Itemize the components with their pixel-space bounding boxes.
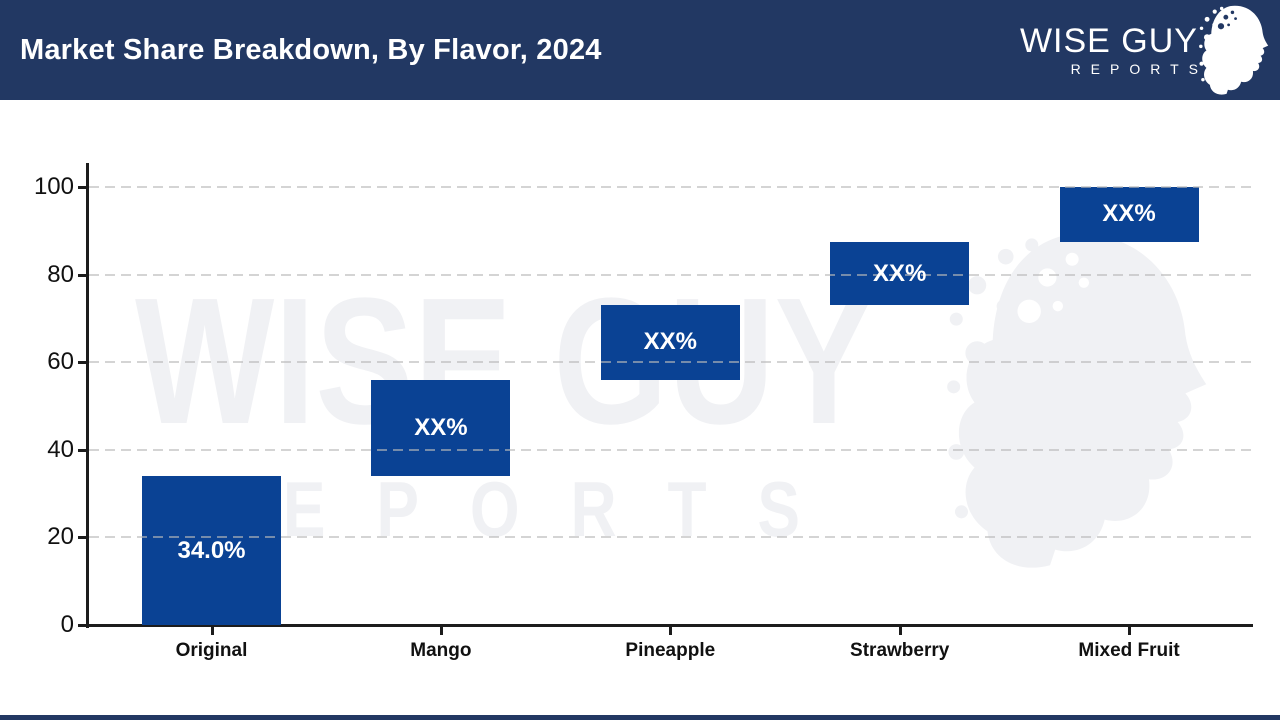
x-tick-original (210, 627, 214, 635)
logo-text: WISE GUY REPORTS (1020, 24, 1198, 76)
y-tick-label-40: 40 (47, 435, 74, 463)
watermark-head-icon (938, 228, 1218, 573)
wiseguy-head-icon (1196, 4, 1272, 96)
bar-value-label-mixed-fruit: XX% (1102, 200, 1156, 228)
bar-mango (371, 379, 511, 477)
watermark-subtitle: REPORTS (185, 465, 851, 553)
y-tick-40 (78, 448, 86, 452)
logo-subtitle: REPORTS (1070, 61, 1208, 77)
bar-pineapple (600, 305, 740, 380)
y-tick-0 (78, 624, 86, 627)
x-tick-label-strawberry: Strawberry (850, 640, 950, 661)
x-tick-label-mango: Mango (410, 640, 472, 661)
bar-value-label-pineapple: XX% (643, 328, 697, 356)
x-tick-pineapple (669, 627, 673, 635)
gridline-60 (89, 361, 1253, 364)
plot: 0 20 40 60 80 100 34.0% Original XX% Mango XX% Pine… (0, 100, 1280, 715)
bar-original (142, 476, 281, 625)
gridline-100 (89, 186, 1253, 188)
y-tick-20 (78, 536, 86, 540)
y-tick-label-20: 20 (47, 523, 74, 551)
y-tick-label-60: 60 (47, 348, 74, 376)
x-tick-label-mixed-fruit: Mixed Fruit (1078, 640, 1180, 661)
bar-mixed-fruit (1059, 187, 1199, 242)
x-tick-mixed-fruit (1128, 627, 1132, 635)
y-tick-label-100: 100 (33, 173, 74, 200)
footer-bar (0, 715, 1280, 720)
y-tick-60 (78, 361, 86, 365)
gridline-40 (89, 448, 1253, 451)
bar-strawberry (830, 241, 970, 306)
gridline-80 (89, 273, 1253, 276)
gridline-20 (89, 536, 1253, 539)
bar-value-label-strawberry: XX% (873, 259, 927, 287)
y-axis-spine (86, 163, 89, 628)
bar-value-label-original: 34.0% (177, 536, 246, 564)
y-tick-80 (78, 273, 86, 277)
logo-wordmark: WISE GUY (1019, 22, 1198, 60)
y-tick-label-80: 80 (47, 260, 74, 288)
x-axis-spine (86, 624, 1253, 627)
wiseguy-logo: WISE GUY REPORTS (1020, 4, 1280, 96)
x-tick-strawberry (898, 627, 902, 635)
y-tick-label-0: 0 (60, 611, 74, 638)
header: Market Share Breakdown, By Flavor, 2024 … (0, 0, 1280, 100)
bar-value-label-mango: XX% (414, 413, 468, 441)
chart-title: Market Share Breakdown, By Flavor, 2024 (20, 33, 602, 66)
x-tick-label-pineapple: Pineapple (625, 640, 716, 661)
x-tick-label-original: Original (175, 640, 248, 661)
y-tick-100 (78, 186, 86, 189)
x-tick-mango (439, 627, 443, 635)
chart-area: WISE GUY REPORTS 02040608010034.0%Origin… (0, 100, 1280, 715)
